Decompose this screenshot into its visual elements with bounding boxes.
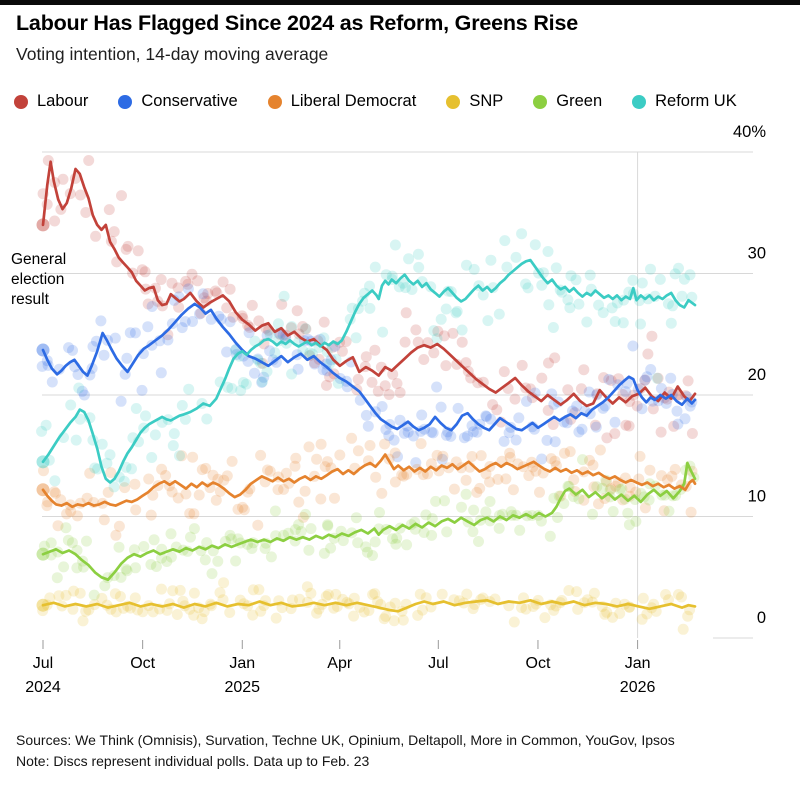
legend-item-conservative: Conservative <box>118 92 238 111</box>
chart-footer: Sources: We Think (Omnisis), Survation, … <box>16 730 675 771</box>
chart-legend: Labour Conservative Liberal Democrat SNP… <box>14 92 737 111</box>
x-axis-label-Jul: Jul <box>33 655 53 672</box>
annotation-line: result <box>11 291 49 308</box>
liberal-democrat-dot-icon <box>267 94 282 109</box>
legend-item-snp: SNP <box>446 92 503 111</box>
legend-label: Liberal Democrat <box>290 92 417 110</box>
x-axis-label-Oct: Oct <box>130 655 155 672</box>
legend-label: Labour <box>37 92 89 110</box>
series-scatter-conservative <box>36 283 698 469</box>
series-line-snp <box>41 598 697 613</box>
sources-line: Sources: We Think (Omnisis), Survation, … <box>16 732 675 748</box>
x-axis-label-Jan: Jan <box>229 655 255 672</box>
series-line-labour <box>41 160 697 408</box>
y-axis-label-0: 0 <box>757 609 766 627</box>
legend-item-labour: Labour <box>14 92 88 111</box>
chart-canvas: 0 10 20 30 40% Jul 2024 Oct Jan 2025 Apr Jul Oct Jan 2… <box>25 123 766 696</box>
legend-item-green: Green <box>533 92 602 111</box>
y-axis-label-10: 10 <box>748 488 766 506</box>
reform-uk-dot-icon <box>632 94 647 109</box>
y-axis-label-40: 40% <box>733 123 766 141</box>
series-line-conservative <box>41 302 697 432</box>
green-dot-icon <box>533 94 548 109</box>
x-axis-year-2026: 2026 <box>620 679 656 696</box>
x-axis-label-Apr: Apr <box>327 655 353 672</box>
x-axis-year-2024: 2024 <box>25 679 61 696</box>
annotation-line: election <box>11 271 65 288</box>
top-black-bar <box>0 0 800 5</box>
y-axis-label-20: 20 <box>748 366 766 384</box>
general-election-annotation: General election result <box>11 250 66 310</box>
series-line-reform-uk <box>41 258 697 484</box>
series-scatter-reform-uk <box>36 228 698 493</box>
snp-dot-icon <box>446 94 461 109</box>
note-line: Note: Discs represent individual polls. … <box>16 752 370 769</box>
y-axis-label-30: 30 <box>748 245 766 263</box>
series-line-green <box>41 461 697 582</box>
legend-label: SNP <box>469 92 504 110</box>
x-axis-label-Jul: Jul <box>428 655 448 672</box>
x-axis-label-Oct: Oct <box>526 655 551 672</box>
series-line-liberal-democrat <box>41 453 697 509</box>
conservative-dot-icon <box>118 94 133 109</box>
legend-label: Conservative <box>141 92 238 110</box>
legend-item-reform-uk: Reform UK <box>632 92 737 111</box>
legend-label: Green <box>556 92 603 110</box>
series-scatter-green <box>38 454 700 601</box>
page-subtitle: Voting intention, 14-day moving average <box>16 44 329 64</box>
page-title: Labour Has Flagged Since 2024 as Reform,… <box>16 11 578 35</box>
annotation-line: General <box>11 251 67 268</box>
legend-label: Reform UK <box>655 92 737 110</box>
legend-item-liberal-democrat: Liberal Democrat <box>267 92 417 111</box>
labour-dot-icon <box>14 94 28 109</box>
x-axis-label-Jan: Jan <box>625 655 651 672</box>
x-axis-year-2025: 2025 <box>224 679 260 696</box>
series-scatter-snp <box>37 577 696 635</box>
